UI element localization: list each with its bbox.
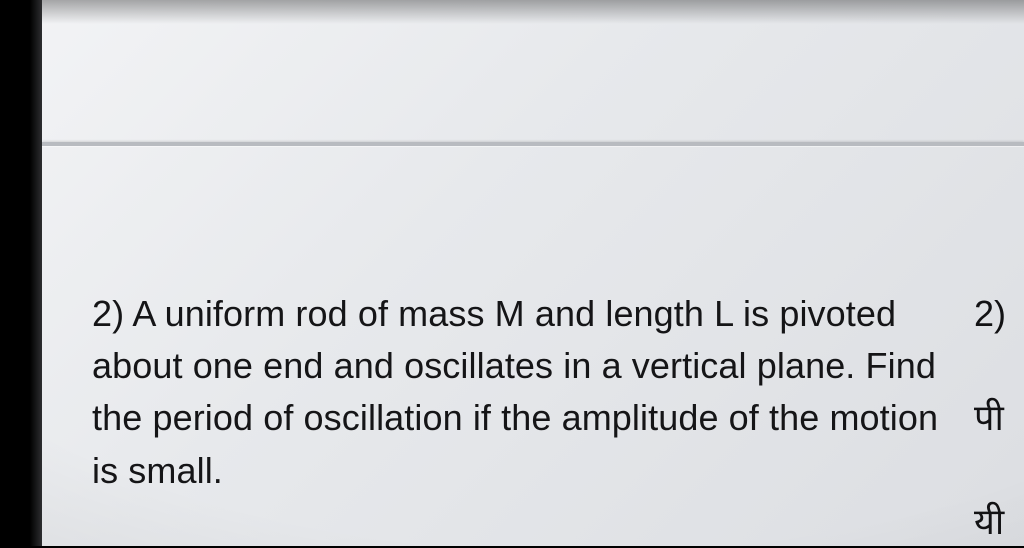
margin-item bbox=[974, 444, 1022, 496]
margin-item: यी bbox=[974, 496, 1022, 548]
question-number: 2) bbox=[92, 293, 124, 334]
left-strip-gradient bbox=[30, 0, 42, 546]
top-shadow bbox=[42, 0, 1024, 24]
margin-item bbox=[974, 340, 1022, 392]
question-body: A uniform rod of mass M and length L is … bbox=[92, 293, 938, 491]
margin-item: पी bbox=[974, 392, 1022, 444]
section-divider bbox=[42, 142, 1024, 146]
margin-item: 2) bbox=[974, 288, 1022, 340]
question-text: 2) A uniform rod of mass M and length L … bbox=[92, 288, 962, 497]
question-block: 2) A uniform rod of mass M and length L … bbox=[92, 288, 962, 497]
right-margin-column: 2) पी यी bbox=[974, 288, 1022, 548]
